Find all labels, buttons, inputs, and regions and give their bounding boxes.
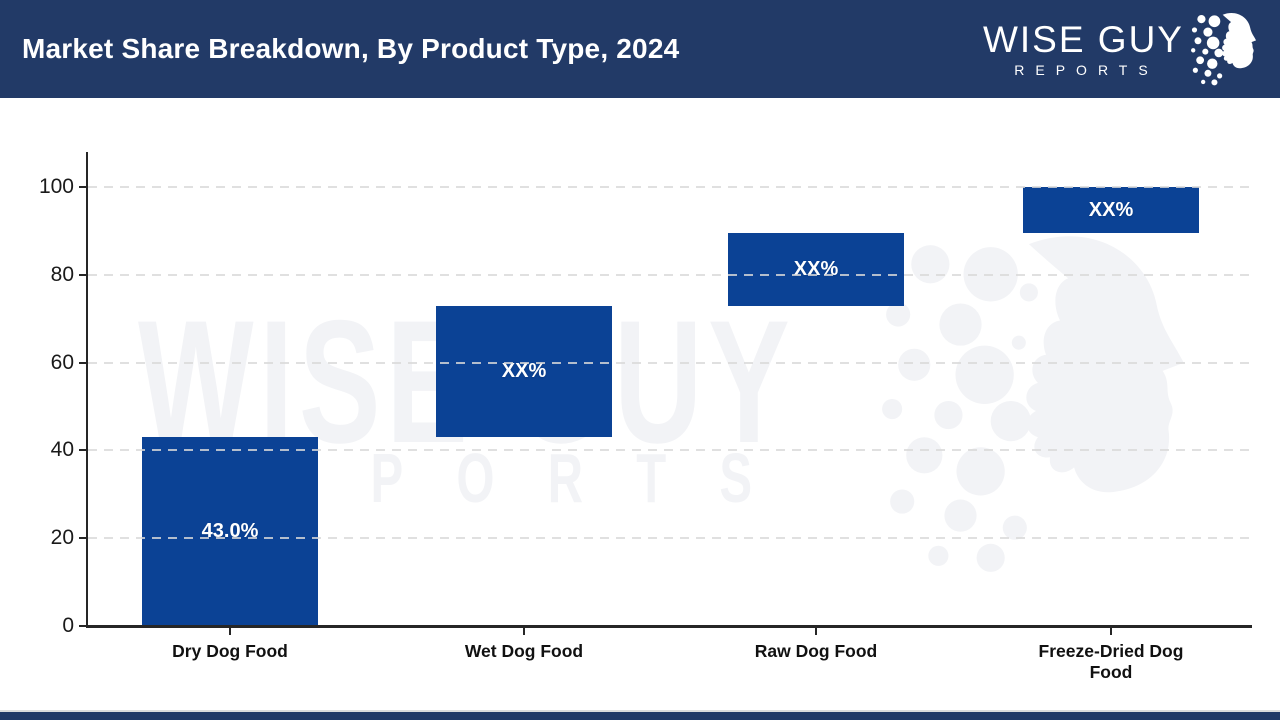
- y-tick-label: 20: [50, 526, 74, 550]
- gridline: [88, 449, 1250, 452]
- x-category-label: Dry Dog Food: [172, 641, 288, 661]
- gridline: [88, 273, 1250, 276]
- y-tick: [79, 186, 86, 188]
- logo-face-icon: [1191, 13, 1257, 86]
- y-tick-label: 0: [62, 614, 74, 637]
- footer-bar: [0, 710, 1280, 720]
- y-tick: [79, 625, 86, 627]
- gridline: [88, 186, 1250, 188]
- bar: XX%: [1023, 187, 1199, 234]
- bar-value-label: XX%: [793, 257, 839, 280]
- y-tick-label: 100: [38, 175, 74, 198]
- y-tick: [79, 273, 86, 276]
- watermark-face-icon: [882, 236, 1184, 572]
- y-tick: [79, 361, 86, 364]
- x-category-label: Wet Dog Food: [464, 641, 584, 661]
- bar: XX%: [436, 305, 612, 438]
- y-tick: [79, 449, 86, 452]
- x-tick: [229, 628, 231, 635]
- y-tick-label: 80: [50, 262, 74, 286]
- x-tick: [815, 628, 817, 635]
- y-axis-line: [86, 152, 88, 628]
- bar-value-label: XX%: [1088, 198, 1134, 221]
- title-bar: Market Share Breakdown, By Product Type,…: [0, 0, 1280, 98]
- logo-subtitle: REPORTS: [1014, 61, 1159, 78]
- wiseguy-logo: WISE GUY REPORTS: [983, 8, 1266, 90]
- logo-text: WISE GUY REPORTS: [982, 18, 1184, 79]
- gridline: [88, 361, 1250, 364]
- x-axis-line: [86, 625, 1252, 628]
- bar: XX%: [728, 233, 904, 306]
- y-tick-label: 40: [50, 438, 74, 462]
- bar-value-label: 43.0%: [201, 520, 259, 543]
- page-title: Market Share Breakdown, By Product Type,…: [22, 33, 680, 64]
- x-category-label: Freeze-Dried Dog Food: [1038, 641, 1184, 682]
- y-tick: [79, 537, 86, 540]
- x-tick: [523, 628, 525, 635]
- y-tick-label: 60: [50, 350, 74, 374]
- gridline: [88, 537, 1250, 540]
- logo-wordmark: WISE GUY: [982, 18, 1184, 60]
- x-category-label: Raw Dog Food: [754, 641, 878, 661]
- bar: 43.0%: [142, 437, 318, 626]
- x-tick: [1110, 628, 1112, 635]
- bar-value-label: XX%: [501, 359, 547, 382]
